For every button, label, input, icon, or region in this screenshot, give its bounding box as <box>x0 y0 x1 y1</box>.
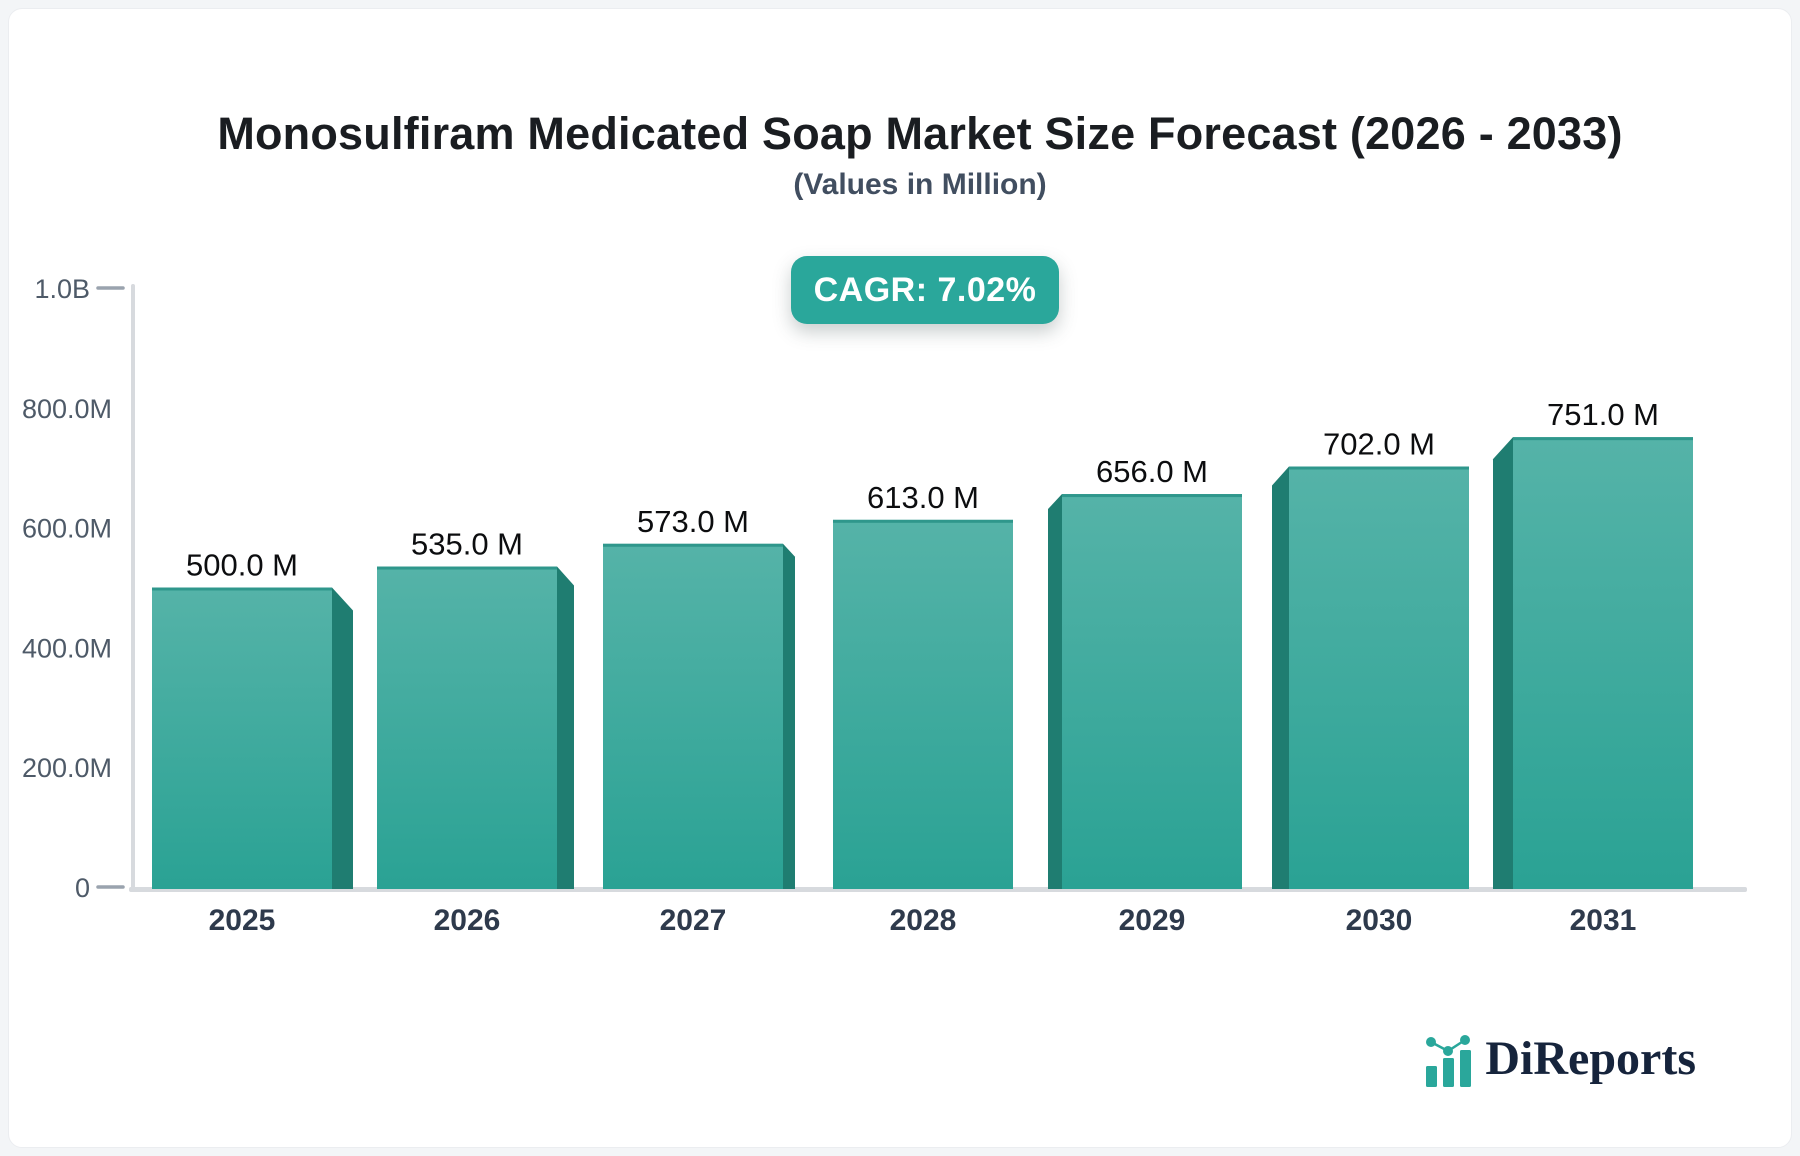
bar-top-edge <box>1062 494 1242 498</box>
bar-body <box>377 566 557 889</box>
y-tick-label: 800.0M <box>22 394 112 424</box>
bar-2028: 613.0 M 2028 <box>833 480 1013 937</box>
cagr-badge: CAGR: 7.02% <box>791 256 1059 324</box>
bar-value-label: 702.0 M <box>1323 427 1435 462</box>
logo-text: DiReports <box>1485 1032 1696 1085</box>
x-tick-label: 2027 <box>660 904 727 937</box>
bar-body <box>1289 466 1469 889</box>
bar-top-edge <box>833 519 1013 523</box>
bar-value-label: 573.0 M <box>637 504 749 539</box>
x-tick-label: 2028 <box>890 904 957 937</box>
bar-top-edge <box>1513 437 1693 441</box>
bar-value-label: 656.0 M <box>1096 454 1208 489</box>
x-tick-label: 2026 <box>434 904 501 937</box>
y-tick-label: 0 <box>75 873 90 903</box>
bar-body <box>603 543 783 889</box>
x-tick-label: 2030 <box>1346 904 1413 937</box>
chart-subtitle: (Values in Million) <box>793 168 1047 201</box>
x-tick-label: 2029 <box>1119 904 1186 937</box>
bar-side-face <box>332 587 353 889</box>
bar-side-face <box>783 543 795 889</box>
bar-value-label: 751.0 M <box>1547 397 1659 432</box>
bar-2026: 535.0 M 2026 <box>377 527 574 937</box>
bar-2025: 500.0 M 2025 <box>152 548 353 937</box>
x-tick-label: 2025 <box>209 904 276 937</box>
bar-side-face <box>1048 494 1062 889</box>
bar-2031: 751.0 M 2031 <box>1493 397 1693 937</box>
bar-body <box>152 587 332 889</box>
y-tick-label: 200.0M <box>22 753 112 783</box>
direports-logo: DiReports <box>1423 1024 1696 1088</box>
bar-side-face <box>1272 466 1289 889</box>
bar-top-edge <box>1289 466 1469 470</box>
bar-2030: 702.0 M 2030 <box>1272 427 1469 937</box>
bar-value-label: 613.0 M <box>867 480 979 515</box>
bar-2027: 573.0 M 2027 <box>603 504 795 937</box>
y-axis-line <box>131 284 135 889</box>
bar-top-edge <box>603 543 783 547</box>
bar-side-face <box>557 566 574 889</box>
bar-side-face <box>1493 437 1513 889</box>
x-tick-label: 2031 <box>1570 904 1637 937</box>
y-tick-label: 600.0M <box>22 514 112 544</box>
y-tick-label: 400.0M <box>22 633 112 663</box>
bar-value-label: 535.0 M <box>411 527 523 562</box>
bar-top-edge <box>377 566 557 570</box>
bar-value-label: 500.0 M <box>186 548 298 583</box>
bar-2029: 656.0 M 2029 <box>1048 454 1242 937</box>
bar-chart-trend-icon <box>1426 1035 1472 1087</box>
bar-body <box>1513 437 1693 889</box>
bar-body <box>1062 494 1242 889</box>
chart-title: Monosulfiram Medicated Soap Market Size … <box>217 108 1623 159</box>
bar-body <box>833 519 1013 889</box>
bar-top-edge <box>152 587 332 591</box>
y-tick-label: 1.0B <box>34 274 90 304</box>
